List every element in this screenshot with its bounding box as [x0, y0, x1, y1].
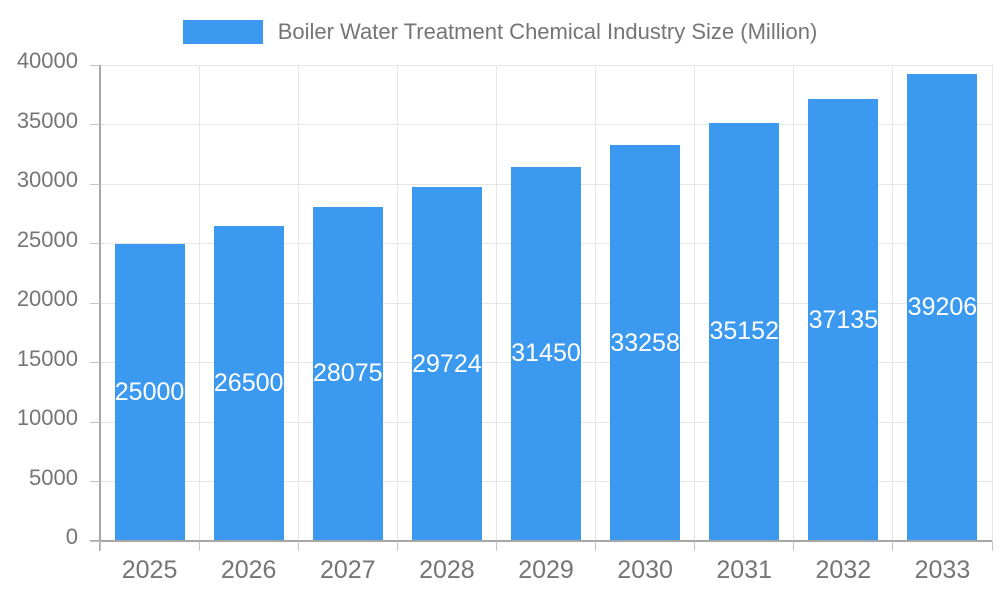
x-axis-tick [595, 541, 597, 551]
x-tick-label: 2033 [914, 556, 971, 584]
legend-label: Boiler Water Treatment Chemical Industry… [277, 19, 818, 44]
y-axis-tick [90, 362, 100, 363]
y-tick-label: 35000 [16, 107, 78, 133]
gridline-vertical [595, 65, 597, 541]
bar[interactable]: 31450 [511, 166, 581, 541]
bar[interactable]: 37135 [808, 99, 879, 541]
bar[interactable]: 35152 [709, 122, 780, 541]
bar-value-label: 37135 [808, 305, 879, 334]
bar[interactable]: 25000 [114, 243, 185, 541]
y-tick-label: 20000 [16, 286, 78, 311]
plot-area: 25000 26500 28075 29724 31450 33258 35152 37135… [100, 64, 993, 541]
y-axis-tick [90, 183, 100, 185]
chart-legend[interactable]: Boiler Water Treatment Chemical Industry… [0, 20, 1000, 44]
y-tick-label: 30000 [16, 167, 78, 192]
gridline-vertical [297, 65, 299, 541]
x-axis-tick [495, 541, 497, 551]
gridline-vertical [991, 65, 993, 541]
x-axis-tick [297, 541, 299, 551]
bar-value-label: 31450 [511, 339, 581, 368]
bar[interactable]: 39206 [907, 74, 978, 541]
y-tick-label: 10000 [16, 405, 78, 430]
x-tick-label: 2030 [617, 556, 673, 584]
y-axis-tick [90, 302, 100, 304]
gridline-vertical [495, 65, 497, 541]
legend-swatch [182, 20, 263, 44]
y-axis-tick [90, 540, 100, 542]
x-axis-tick [694, 541, 696, 551]
gridline-horizontal [100, 64, 992, 66]
y-axis-tick [90, 421, 100, 423]
y-tick-label: 40000 [16, 48, 78, 73]
x-tick-label: 2031 [716, 556, 773, 584]
bar[interactable]: 29724 [411, 187, 482, 541]
bar-value-label: 29724 [412, 349, 482, 378]
y-axis-tick [90, 243, 100, 244]
x-tick-label: 2029 [518, 556, 574, 584]
gridline-vertical [793, 65, 795, 541]
y-axis-line [99, 65, 101, 551]
x-tick-label: 2025 [121, 556, 178, 584]
x-tick-label: 2027 [319, 556, 376, 584]
gridline-horizontal [100, 124, 992, 125]
x-tick-label: 2032 [815, 556, 872, 584]
x-axis-tick [793, 541, 795, 551]
x-axis-tick [198, 541, 200, 551]
y-tick-label: 25000 [16, 226, 78, 252]
gridline-vertical [892, 65, 894, 541]
bar[interactable]: 26500 [213, 225, 284, 541]
bar-value-label: 28075 [313, 359, 383, 388]
x-tick-label: 2028 [419, 556, 475, 584]
y-tick-label: 15000 [16, 345, 78, 371]
bar[interactable]: 28075 [312, 206, 383, 541]
y-axis-tick [90, 481, 100, 482]
y-tick-label: 0 [65, 524, 78, 549]
bar[interactable]: 33258 [610, 145, 681, 541]
x-axis-tick [396, 541, 398, 551]
bar-value-label: 39206 [907, 293, 978, 322]
bar-value-label: 33258 [610, 328, 680, 357]
x-axis-line [90, 540, 992, 542]
bar-value-label: 35152 [709, 317, 779, 346]
x-axis-tick [892, 541, 894, 551]
x-tick-label: 2026 [220, 556, 277, 584]
y-axis-tick [90, 124, 100, 125]
gridline-vertical [198, 65, 200, 541]
x-axis-tick [99, 541, 101, 551]
bar-value-label: 26500 [213, 368, 284, 397]
bar-value-label: 25000 [114, 377, 185, 406]
x-axis-tick [991, 541, 993, 551]
y-axis-tick [90, 64, 100, 66]
gridline-vertical [694, 65, 696, 541]
y-tick-label: 5000 [29, 464, 78, 490]
gridline-vertical [396, 65, 398, 541]
